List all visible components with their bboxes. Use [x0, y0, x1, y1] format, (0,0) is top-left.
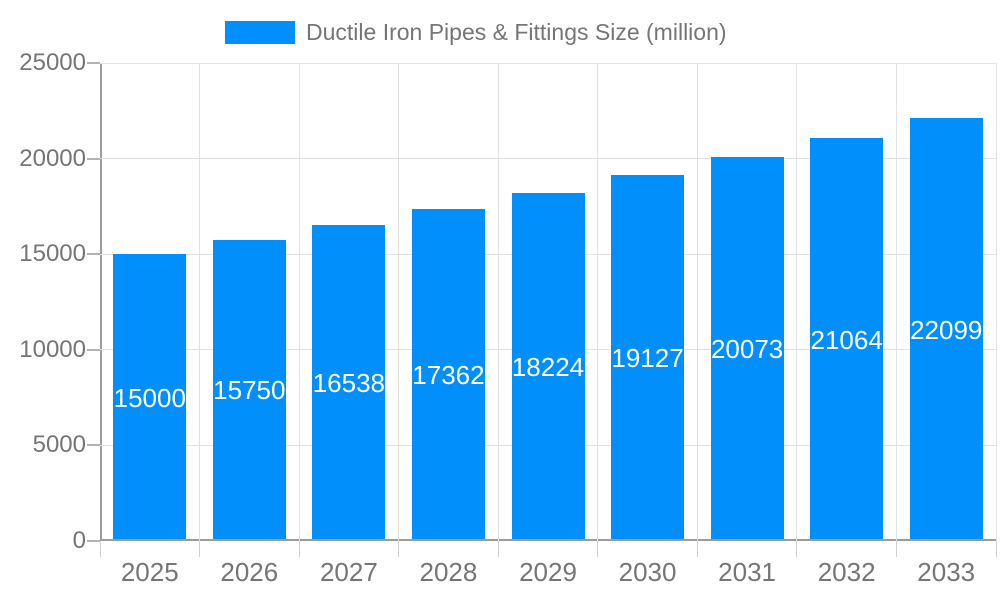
legend-swatch-icon	[225, 21, 295, 44]
x-axis-tick	[298, 541, 300, 557]
bar-value-label: 22099	[910, 314, 983, 345]
x-axis-tick-label: 2032	[817, 557, 876, 587]
x-axis-tick	[597, 541, 599, 557]
y-axis-tick-label: 5000	[32, 431, 86, 459]
x-axis-tick	[796, 541, 798, 557]
y-axis-tick	[87, 444, 100, 447]
x-axis-tick-label: 2029	[519, 557, 577, 587]
y-axis-tick	[87, 348, 100, 351]
gridline-horizontal	[100, 62, 996, 64]
bar-value-label: 21064	[810, 324, 883, 355]
y-axis-tick	[87, 540, 100, 542]
gridline-vertical	[497, 63, 499, 541]
y-axis-tick-label: 25000	[19, 49, 86, 76]
x-axis-tick	[995, 541, 997, 557]
x-axis-tick-label: 2028	[419, 557, 478, 587]
y-axis-tick-label: 0	[72, 527, 86, 554]
gridline-horizontal	[100, 158, 996, 160]
gridline-vertical	[199, 63, 201, 541]
x-axis-tick	[99, 541, 101, 557]
y-axis-tick-label: 10000	[19, 335, 86, 363]
x-axis-tick-label: 2027	[319, 557, 378, 587]
x-axis-tick	[199, 541, 201, 557]
x-axis-tick	[497, 541, 499, 557]
bar[interactable]	[511, 192, 585, 539]
y-axis-tick	[87, 157, 100, 160]
gridline-vertical	[895, 63, 897, 541]
x-axis-tick-label: 2030	[618, 557, 677, 587]
x-axis-tick-label: 2031	[718, 557, 777, 587]
x-axis-tick	[398, 541, 400, 557]
gridline-vertical	[597, 63, 599, 541]
bar-value-label: 16538	[312, 367, 386, 398]
gridline-vertical	[298, 63, 300, 541]
legend-series-label: Ductile Iron Pipes & Fittings Size (mill…	[306, 19, 727, 45]
bar-value-label: 20073	[710, 334, 784, 365]
y-axis-tick	[87, 253, 100, 256]
x-axis-tick	[696, 541, 698, 557]
bar[interactable]	[212, 239, 286, 539]
x-axis-tick	[895, 541, 897, 557]
x-axis-tick-label: 2033	[917, 557, 976, 587]
bar[interactable]	[411, 209, 485, 539]
y-axis-tick	[87, 62, 100, 64]
bar-value-label: 15750	[213, 375, 286, 406]
gridline-vertical	[696, 63, 698, 541]
y-axis-tick-label: 15000	[19, 240, 86, 268]
x-axis-tick-label: 2026	[220, 557, 279, 587]
x-axis-tick-label: 2025	[120, 557, 179, 587]
bar[interactable]	[113, 254, 187, 539]
plot-area	[100, 63, 996, 541]
gridline-vertical	[995, 63, 997, 541]
bar[interactable]	[312, 224, 386, 539]
bar[interactable]	[810, 138, 884, 539]
gridline-vertical	[796, 63, 798, 541]
legend[interactable]: Ductile Iron Pipes & Fittings Size (mill…	[225, 19, 727, 46]
bar-value-label: 18224	[511, 351, 585, 382]
bar[interactable]	[909, 118, 983, 539]
bar-value-label: 17362	[412, 360, 485, 391]
y-axis-tick-label: 20000	[19, 144, 86, 172]
bar-value-label: 19127	[611, 343, 684, 374]
bar[interactable]	[710, 157, 784, 539]
bar-value-label: 15000	[113, 382, 186, 413]
bar[interactable]	[611, 175, 685, 539]
gridline-vertical	[398, 63, 400, 541]
